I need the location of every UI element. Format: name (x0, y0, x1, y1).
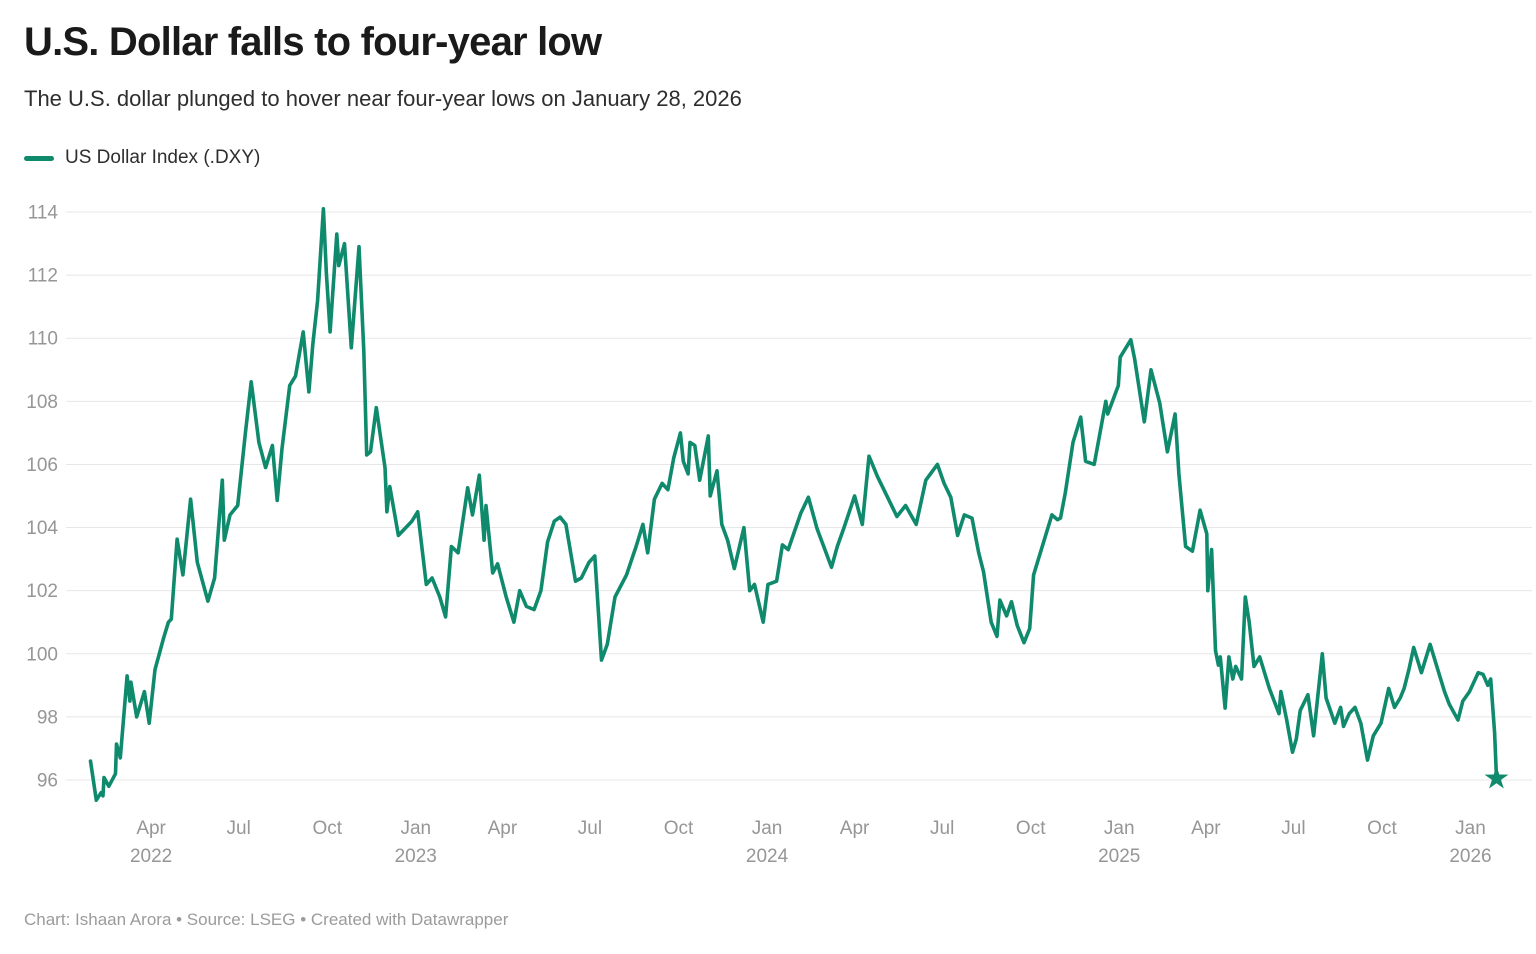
x-tick-year-label: 2022 (130, 846, 172, 867)
end-star-marker (1484, 765, 1509, 789)
x-tick-year-label: 2023 (395, 846, 437, 867)
x-tick-label: Jan (1455, 818, 1486, 839)
x-tick-year-label: 2024 (746, 846, 789, 867)
y-tick-label: 96 (37, 771, 58, 792)
x-tick-label: Apr (488, 818, 518, 839)
y-tick-label: 98 (37, 707, 58, 728)
chart-subtitle: The U.S. dollar plunged to hover near fo… (24, 86, 742, 111)
y-tick-label: 108 (26, 392, 58, 413)
x-tick-label: Jan (752, 818, 783, 839)
x-tick-label: Jul (1281, 818, 1305, 839)
y-tick-label: 110 (28, 329, 58, 350)
y-tick-label: 114 (28, 203, 59, 224)
x-tick-label: Jul (930, 818, 954, 839)
dxy-line-series (88, 207, 1499, 802)
x-tick-year-label: 2025 (1098, 846, 1140, 867)
x-tick-label: Jan (400, 818, 431, 839)
y-tick-label: 106 (26, 455, 58, 476)
legend: US Dollar Index (.DXY) (24, 147, 260, 169)
legend-label: US Dollar Index (.DXY) (65, 147, 261, 168)
chart-footer: Chart: Ishaan Arora • Source: LSEG • Cre… (24, 910, 509, 929)
y-tick-label: 104 (26, 518, 58, 539)
x-tick-label: Oct (312, 818, 342, 839)
x-tick-label: Jan (1104, 818, 1135, 839)
y-tick-label: 112 (28, 266, 58, 287)
x-tick-year-label: 2026 (1449, 846, 1491, 867)
chart-title: U.S. Dollar falls to four-year low (24, 20, 602, 64)
x-tick-label: Apr (136, 818, 166, 839)
x-tick-label: Oct (1016, 818, 1046, 839)
x-tick-label: Oct (1367, 818, 1397, 839)
y-tick-label: 102 (26, 581, 58, 602)
legend-line-swatch (24, 155, 54, 161)
x-tick-label: Jul (227, 818, 251, 839)
x-tick-label: Apr (1191, 818, 1221, 839)
x-tick-label: Oct (664, 818, 694, 839)
x-tick-label: Apr (840, 818, 870, 839)
y-tick-label: 100 (26, 644, 58, 665)
x-tick-label: Jul (578, 818, 602, 839)
